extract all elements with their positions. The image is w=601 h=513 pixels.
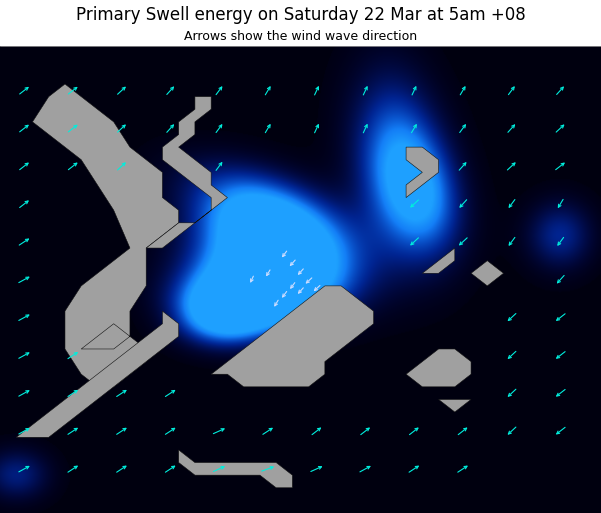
Text: Primary Swell energy on Saturday 22 Mar at 5am +08: Primary Swell energy on Saturday 22 Mar … (76, 6, 525, 24)
Text: Arrows show the wind wave direction: Arrows show the wind wave direction (184, 30, 417, 43)
